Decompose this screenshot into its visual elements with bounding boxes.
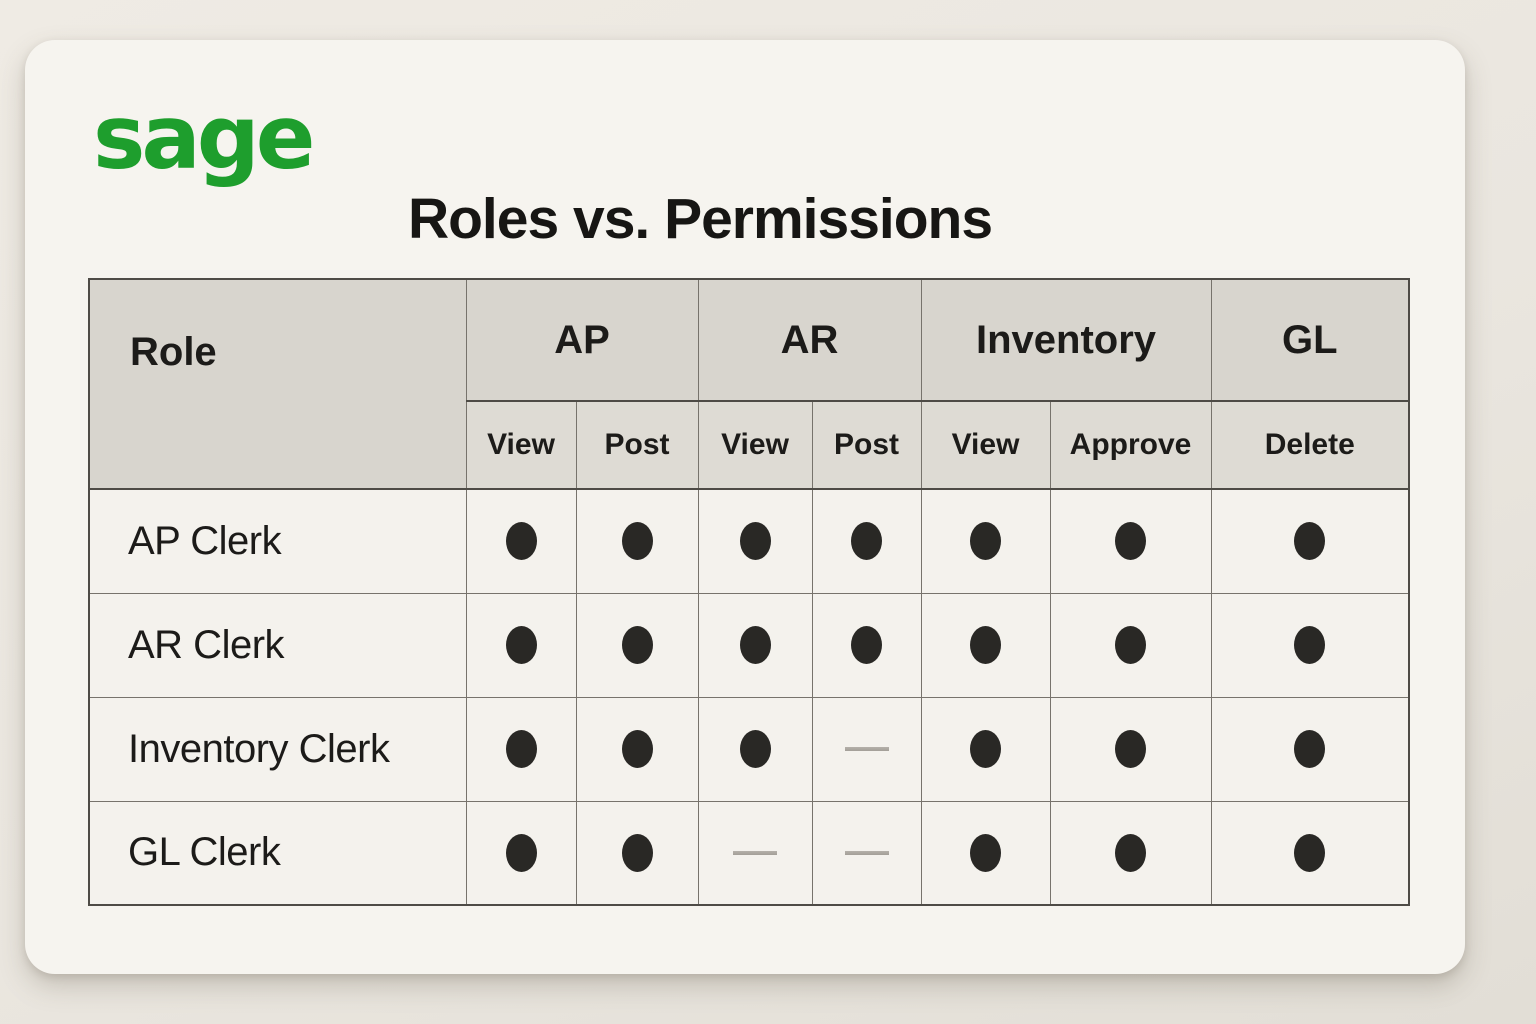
dot-icon	[970, 522, 1002, 561]
dot-icon	[1115, 833, 1147, 872]
permission-cell-ap-clerk-4	[920, 488, 1051, 594]
sage-logo: sage	[93, 86, 315, 189]
header-permission-row: View Post View Post View Approve Delete	[89, 400, 1410, 490]
dot-icon	[1115, 626, 1147, 664]
infographic-card: sage Roles vs. Permissions Role AP AR Inven…	[25, 40, 1465, 974]
dot-icon	[621, 730, 653, 768]
table-row-ar-clerk: AR Clerk	[88, 592, 1410, 698]
dot-icon	[1115, 522, 1147, 561]
dot-icon	[970, 730, 1002, 768]
permission-cell-ap-clerk-1	[575, 488, 699, 594]
dot-icon	[1294, 730, 1326, 768]
dot-icon	[739, 522, 771, 561]
dot-icon	[970, 833, 1002, 872]
permission-cell-gl-clerk-2	[697, 800, 813, 906]
permission-cell-inventory-clerk-0	[465, 696, 577, 802]
dot-icon	[621, 833, 653, 872]
table-body: AP Clerk AR Clerk Inventory Clerk GL Clerk	[88, 488, 1410, 906]
permission-cell-ar-clerk-6	[1210, 592, 1410, 698]
permission-cell-ap-clerk-6	[1210, 488, 1410, 594]
permission-cell-ar-clerk-3	[811, 592, 922, 698]
permission-cell-gl-clerk-3	[811, 800, 922, 906]
dot-icon	[739, 730, 771, 768]
permission-cell-gl-clerk-0	[465, 800, 577, 906]
role-cell-ar-clerk: AR Clerk	[88, 592, 467, 698]
permission-header-3-post: Post	[811, 400, 922, 490]
permission-cell-ap-clerk-3	[811, 488, 922, 594]
permission-cell-ar-clerk-2	[697, 592, 813, 698]
permission-cell-gl-clerk-1	[575, 800, 699, 906]
dot-icon	[970, 626, 1002, 664]
dot-icon	[1294, 626, 1326, 664]
permission-cell-ar-clerk-4	[920, 592, 1051, 698]
column-group-inventory: Inventory	[920, 278, 1212, 402]
dot-icon	[505, 730, 537, 768]
dot-icon	[505, 626, 537, 664]
role-cell-gl-clerk: GL Clerk	[88, 800, 467, 906]
permission-header-6-delete: Delete	[1210, 400, 1410, 490]
permission-cell-gl-clerk-5	[1049, 800, 1212, 906]
permission-header-5-approve: Approve	[1049, 400, 1212, 490]
permission-cell-inventory-clerk-2	[697, 696, 813, 802]
dot-icon	[1294, 833, 1326, 872]
dot-icon	[505, 522, 537, 561]
dot-icon	[851, 522, 883, 561]
permission-cell-ap-clerk-5	[1049, 488, 1212, 594]
permission-cell-gl-clerk-4	[920, 800, 1051, 906]
dot-icon	[1294, 522, 1326, 561]
permission-cell-inventory-clerk-1	[575, 696, 699, 802]
permission-cell-inventory-clerk-5	[1049, 696, 1212, 802]
table-row-gl-clerk: GL Clerk	[88, 800, 1410, 906]
permission-cell-ap-clerk-2	[697, 488, 813, 594]
table-row-inventory-clerk: Inventory Clerk	[88, 696, 1410, 802]
permission-cell-gl-clerk-6	[1210, 800, 1410, 906]
column-group-ar: AR	[697, 278, 922, 402]
permission-cell-ap-clerk-0	[465, 488, 577, 594]
table-row-ap-clerk: AP Clerk	[88, 488, 1410, 594]
dot-icon	[739, 626, 771, 664]
dot-icon	[621, 522, 653, 561]
column-group-gl: GL	[1210, 278, 1410, 402]
dash-icon	[733, 850, 778, 855]
permission-cell-ar-clerk-0	[465, 592, 577, 698]
role-cell-inventory-clerk: Inventory Clerk	[88, 696, 467, 802]
permission-header-2-view: View	[697, 400, 813, 490]
column-group-ap: AP	[465, 278, 699, 402]
permission-cell-inventory-clerk-4	[920, 696, 1051, 802]
table-head: Role AP AR Inventory GL View Post View Post View A…	[88, 278, 1410, 490]
dash-icon	[844, 746, 889, 751]
permission-cell-inventory-clerk-3	[811, 696, 922, 802]
header-group-row: Role AP AR Inventory GL	[88, 278, 1410, 490]
dot-icon	[1115, 730, 1147, 768]
role-cell-ap-clerk: AP Clerk	[88, 488, 467, 594]
dot-icon	[621, 626, 653, 664]
permission-cell-ar-clerk-1	[575, 592, 699, 698]
permission-cell-ar-clerk-5	[1049, 592, 1212, 698]
permission-header-1-post: Post	[575, 400, 699, 490]
permission-header-0-view: View	[465, 400, 577, 490]
dot-icon	[505, 833, 537, 872]
permission-cell-inventory-clerk-6	[1210, 696, 1410, 802]
roles-permissions-table: Role AP AR Inventory GL View Post View Post View A…	[88, 278, 1411, 906]
permission-header-4-view: View	[920, 400, 1051, 490]
dash-icon	[844, 850, 889, 855]
role-column-header: Role	[88, 278, 467, 490]
page-title: Roles vs. Permissions	[407, 187, 993, 251]
dot-icon	[851, 626, 883, 664]
